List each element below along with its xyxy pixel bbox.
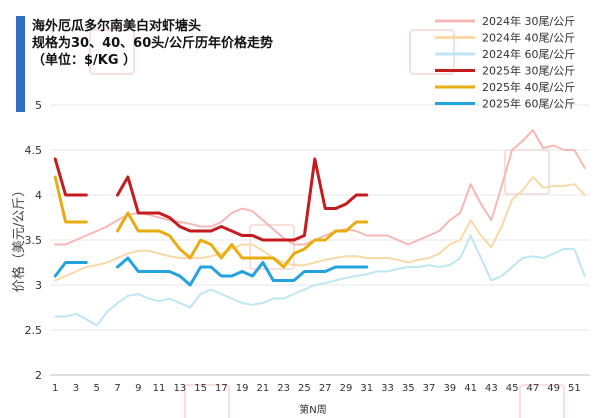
axes: 22.533.544.551 3 5 7 9 11 13 15 17 19 21 23 25 27 29 31… <box>25 99 590 394</box>
x-tick-label: 41 <box>464 383 477 394</box>
watermark-block-1 <box>249 224 295 270</box>
y-tick-label: 2 <box>35 369 42 382</box>
x-tick-label: 47 <box>527 383 540 394</box>
x-tick-label: 19 <box>236 383 249 394</box>
series-lines <box>53 129 586 327</box>
x-tick-label: 27 <box>319 383 332 394</box>
x-tick-label: 35 <box>402 383 415 394</box>
x-tick-label: 5 <box>94 383 100 394</box>
watermark-block-4 <box>184 384 230 418</box>
y-axis-label: 价格（美元/公斤） <box>11 184 27 292</box>
x-tick-label: 23 <box>277 383 290 394</box>
x-tick-label: 1 <box>52 383 58 394</box>
x-tick-label: 11 <box>153 383 166 394</box>
x-tick-label: 49 <box>547 383 560 394</box>
legend-label-2: 2024年 60尾/公斤 <box>482 47 575 61</box>
legend-label-3: 2025年 30尾/公斤 <box>482 64 575 78</box>
y-tick-label: 5 <box>35 99 42 112</box>
title-accent-bar <box>16 16 25 112</box>
y-tick-label: 3 <box>35 279 42 292</box>
x-tick-label: 21 <box>257 383 270 394</box>
chart-title: 海外厄瓜多尔南美白对虾塘头规格为30、40、60头/公斤历年价格走势（单位：$/… <box>32 18 273 68</box>
x-tick-label: 45 <box>506 383 519 394</box>
title-line-2: （单位：$/KG ） <box>32 52 136 68</box>
series-line-5 <box>53 256 369 287</box>
series-line-1 <box>54 176 586 282</box>
x-tick-label: 37 <box>423 383 436 394</box>
x-tick-label: 43 <box>485 383 498 394</box>
x-tick-label: 3 <box>73 383 79 394</box>
series-line-3 <box>53 157 369 242</box>
x-tick-label: 29 <box>340 383 353 394</box>
y-tick-label: 3.5 <box>25 234 43 247</box>
x-tick-label: 13 <box>173 383 186 394</box>
y-tick-label: 4.5 <box>25 144 43 157</box>
x-tick-label: 7 <box>114 383 120 394</box>
title-line-1: 规格为30、40、60头/公斤历年价格走势 <box>32 35 273 51</box>
watermark-block-2 <box>409 29 455 75</box>
x-tick-label: 33 <box>381 383 394 394</box>
x-tick-label: 15 <box>194 383 207 394</box>
watermark-block-0 <box>89 29 135 75</box>
y-tick-label: 4 <box>35 189 42 202</box>
legend-label-4: 2025年 40尾/公斤 <box>482 80 575 94</box>
legend-label-1: 2024年 40尾/公斤 <box>482 31 575 45</box>
watermark-block-5 <box>519 384 565 418</box>
title-line-0: 海外厄瓜多尔南美白对虾塘头 <box>32 18 201 34</box>
x-tick-label: 51 <box>568 383 581 394</box>
legend-label-0: 2024年 30尾/公斤 <box>482 14 575 28</box>
legend-label-5: 2025年 60尾/公斤 <box>482 97 575 111</box>
x-tick-label: 39 <box>443 383 456 394</box>
x-tick-label: 17 <box>215 383 228 394</box>
x-tick-label: 9 <box>135 383 141 394</box>
y-tick-label: 2.5 <box>25 324 43 337</box>
series-line-2 <box>54 234 586 327</box>
x-tick-label: 31 <box>360 383 373 394</box>
x-tick-label: 25 <box>298 383 311 394</box>
x-axis-label: 第N周 <box>299 403 326 416</box>
series-line-4 <box>53 175 369 269</box>
legend: 2024年 30尾/公斤 2024年 40尾/公斤 2024年 60尾/公斤 2025… <box>435 14 575 111</box>
